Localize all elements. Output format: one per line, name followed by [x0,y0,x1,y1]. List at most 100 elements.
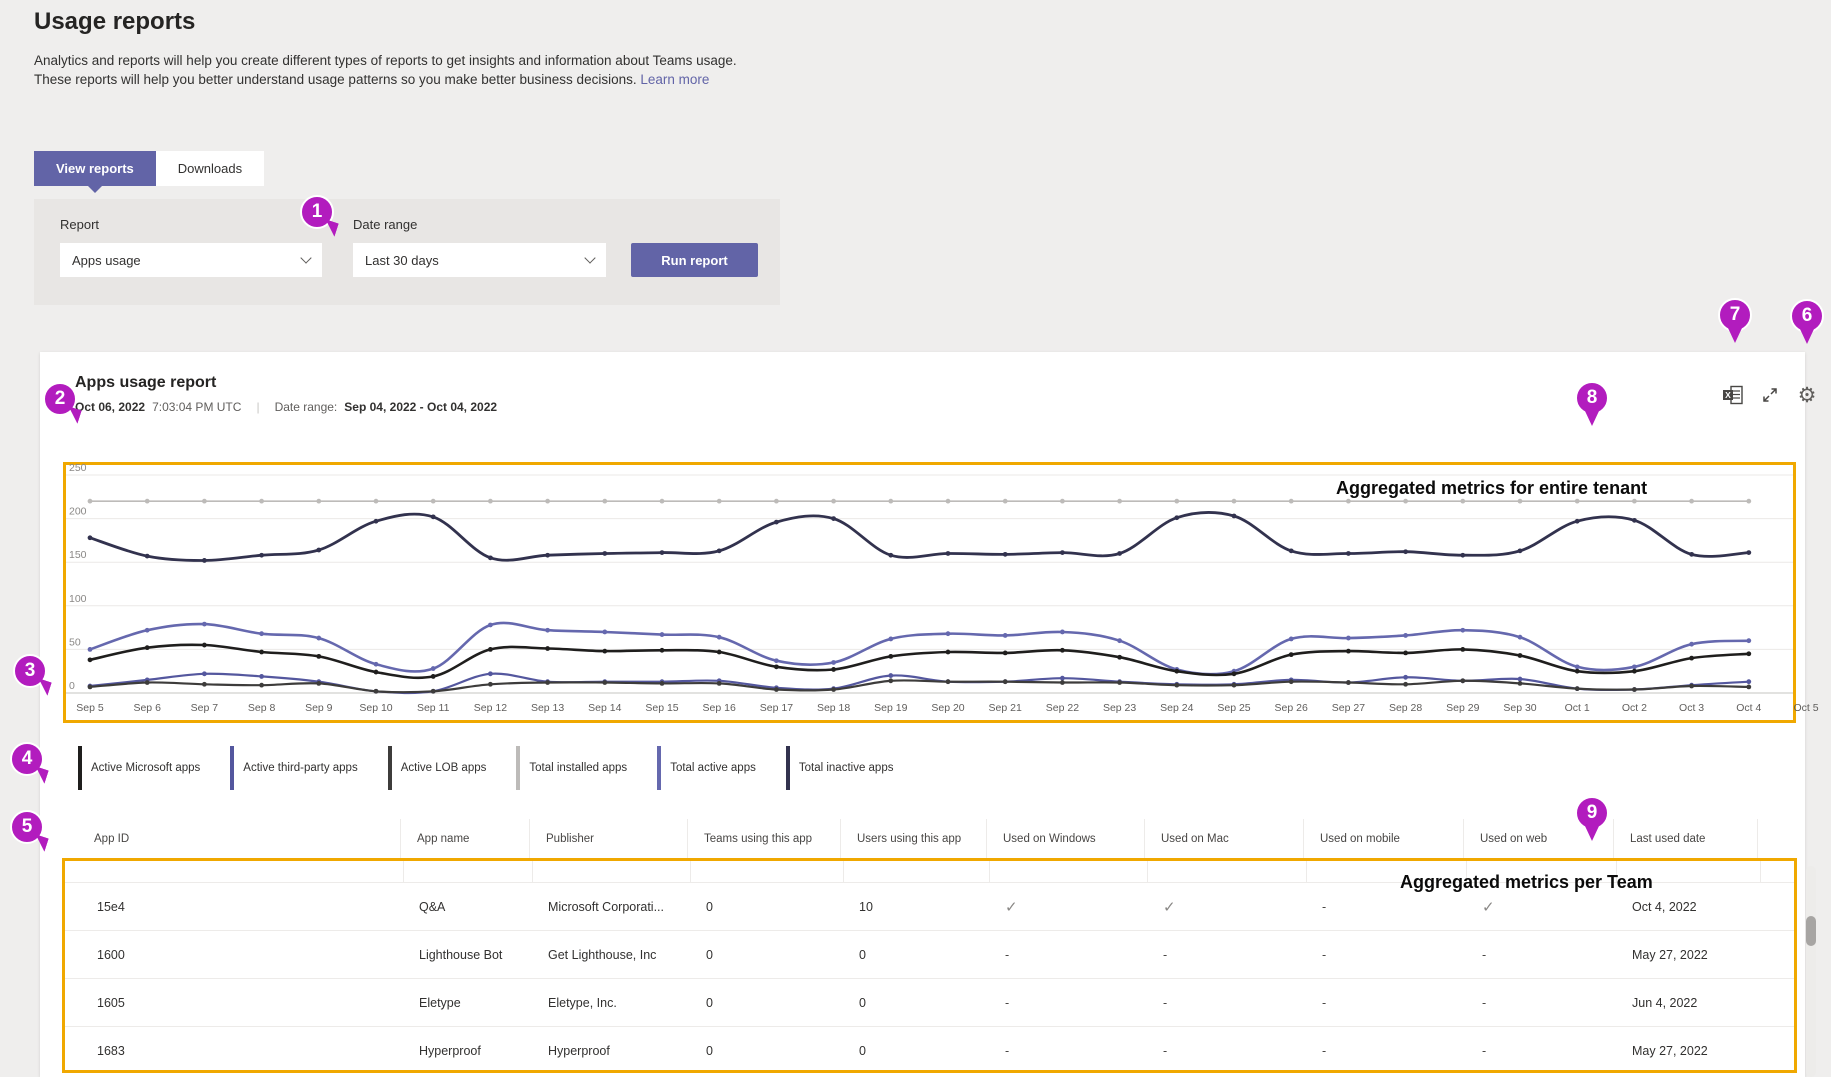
tab-bar: View reports Downloads [34,151,265,186]
svg-text:Sep 30: Sep 30 [1503,702,1536,714]
callout-7: 7 [1718,298,1752,343]
svg-text:Sep 7: Sep 7 [191,702,219,714]
svg-text:Sep 5: Sep 5 [76,702,104,714]
expand-icon[interactable] [1759,384,1781,406]
run-report-button[interactable]: Run report [631,243,758,277]
table-row[interactable]: 1600 Lighthouse Bot Get Lighthouse, Inc 0 0 -… [65,930,1794,978]
legend-label: Active third-party apps [243,762,358,774]
excel-export-icon[interactable]: X [1722,384,1744,406]
settings-gear-icon[interactable]: ⚙ [1797,383,1817,407]
table-cell: Hyperproof [419,1043,481,1058]
tab-downloads[interactable]: Downloads [155,151,265,186]
svg-text:100: 100 [69,593,87,605]
table-cell: Q&A [419,899,446,914]
callout-number: 9 [1586,802,1598,823]
legend-label: Total installed apps [529,762,628,774]
callout-2: 2 [43,382,77,416]
callout-number: 4 [21,748,33,769]
table-cell: - [1163,1043,1168,1058]
table-scrollbar[interactable] [1806,866,1816,1077]
svg-text:200: 200 [69,506,87,518]
callout-number: 6 [1801,305,1813,326]
table-cell: - [1482,995,1487,1010]
callout-number: 7 [1729,304,1741,325]
report-select[interactable]: Apps usage [60,243,322,277]
learn-more-link[interactable]: Learn more [640,71,710,87]
table-cell: - [1005,995,1010,1010]
legend-color-bar [516,746,521,790]
svg-text:Sep 22: Sep 22 [1046,702,1079,714]
legend-color-bar [230,746,235,790]
callout-4: 4 [10,742,44,776]
svg-text:Sep 28: Sep 28 [1389,702,1422,714]
apps-table: 15e4 Q&A Microsoft Corporati... 0 10 ✓ ✓ - ✓ Oct … [62,858,1797,1073]
svg-text:Sep 18: Sep 18 [817,702,850,714]
table-header-row: App ID App name Publisher Teams using this … [40,819,1805,858]
svg-text:Sep 9: Sep 9 [305,702,333,714]
table-cell: 0 [706,995,713,1010]
svg-text:Sep 25: Sep 25 [1217,702,1250,714]
legend-item[interactable]: Total inactive apps [785,746,893,790]
table-cell: Eletype [419,995,461,1010]
date-range-select[interactable]: Last 30 days [353,243,606,277]
report-actions: X ⚙ [1722,383,1818,407]
column-header: Used on Windows [986,819,1144,858]
svg-text:Sep 8: Sep 8 [248,702,276,714]
scrollbar-thumb[interactable] [1806,916,1816,946]
tab-view-reports[interactable]: View reports [34,151,156,186]
svg-text:Sep 10: Sep 10 [359,702,392,714]
table-cell: 10 [859,899,873,914]
legend-item[interactable]: Active Microsoft apps [78,746,200,790]
callout-number: 1 [311,201,323,222]
table-row[interactable]: 15e4 Q&A Microsoft Corporati... 0 10 ✓ ✓ - ✓ Oct … [65,882,1794,930]
svg-text:Oct 5: Oct 5 [1793,702,1818,714]
column-header: Last used date [1613,819,1757,858]
check-icon: ✓ [1482,898,1495,916]
svg-text:150: 150 [69,549,87,561]
table-row[interactable]: 1683 Hyperproof Hyperproof 0 0 - - - - May 27, 20… [65,1026,1794,1070]
svg-text:Sep 23: Sep 23 [1103,702,1136,714]
legend-item[interactable]: Total installed apps [516,746,627,790]
callout-number: 3 [24,660,36,681]
svg-text:Sep 12: Sep 12 [474,702,507,714]
check-icon: ✓ [1005,898,1018,916]
callout-tail [1728,328,1742,343]
svg-text:Sep 29: Sep 29 [1446,702,1479,714]
svg-text:Sep 17: Sep 17 [760,702,793,714]
table-cell: 1605 [97,995,125,1010]
report-select-value: Apps usage [72,252,141,268]
table-cell: - [1322,995,1327,1010]
table-cell: - [1482,1043,1487,1058]
svg-text:Oct 4: Oct 4 [1736,702,1761,714]
legend-color-bar [657,746,662,790]
svg-text:250: 250 [69,462,87,474]
table-cell: Hyperproof [548,1043,610,1058]
column-header: Used on mobile [1303,819,1463,858]
table-cell: May 27, 2022 [1632,1043,1708,1058]
legend-item[interactable]: Active LOB apps [387,746,486,790]
legend-item[interactable]: Active third-party apps [230,746,358,790]
table-cell: 1600 [97,947,125,962]
table-row[interactable]: 1605 Eletype Eletype, Inc. 0 0 - - - - Jun 4, 202… [65,978,1794,1026]
svg-text:Oct 2: Oct 2 [1622,702,1647,714]
table-cell: 0 [706,1043,713,1058]
report-subtitle: Oct 06, 2022 7:03:04 PM UTC | Date range… [75,400,497,414]
chevron-down-icon [584,252,596,264]
report-generated-time: 7:03:04 PM UTC [152,400,242,414]
callout-5: 5 [10,810,44,844]
description-text: Analytics and reports will help you crea… [34,53,737,87]
table-cell: - [1482,947,1487,962]
legend-item[interactable]: Total active apps [657,746,756,790]
date-range-select-value: Last 30 days [365,252,439,268]
legend-color-bar [78,746,82,790]
svg-text:Sep 21: Sep 21 [989,702,1022,714]
column-header: Teams using this app [687,819,840,858]
table-cell: - [1322,899,1327,914]
table-cell: Lighthouse Bot [419,947,503,962]
svg-text:Oct 3: Oct 3 [1679,702,1704,714]
subtitle-divider: | [256,400,260,414]
table-cell: 0 [859,947,866,962]
svg-text:Sep 27: Sep 27 [1332,702,1365,714]
column-header: Used on web [1463,819,1613,858]
table-cell: - [1163,995,1168,1010]
